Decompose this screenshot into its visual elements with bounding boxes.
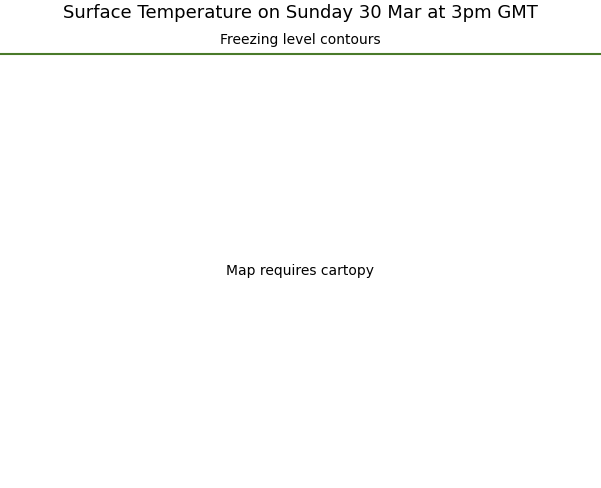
Text: Map requires cartopy: Map requires cartopy bbox=[227, 264, 374, 278]
Text: Freezing level contours: Freezing level contours bbox=[220, 33, 381, 47]
Text: Surface Temperature on Sunday 30 Mar at 3pm GMT: Surface Temperature on Sunday 30 Mar at … bbox=[63, 4, 538, 22]
